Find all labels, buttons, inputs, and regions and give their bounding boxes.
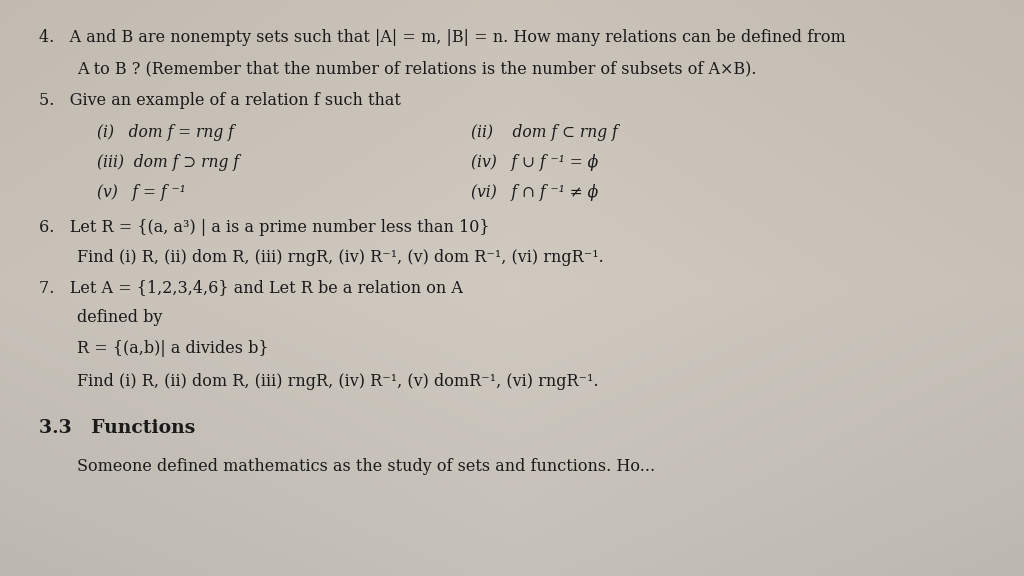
Text: (iv)   f ∪ f ⁻¹ = ϕ: (iv) f ∪ f ⁻¹ = ϕ [471, 154, 598, 171]
Text: 6.   Let R = {(a, a³) | a is a prime number less than 10}: 6. Let R = {(a, a³) | a is a prime numbe… [39, 219, 489, 236]
Text: defined by: defined by [77, 309, 162, 326]
Text: Find (i) R, (ii) dom R, (iii) rngR, (iv) R⁻¹, (v) dom R⁻¹, (vi) rngR⁻¹.: Find (i) R, (ii) dom R, (iii) rngR, (iv)… [77, 249, 603, 266]
Text: (ii)    dom f ⊂ rng f: (ii) dom f ⊂ rng f [471, 124, 617, 141]
Text: 5.   Give an example of a relation f such that: 5. Give an example of a relation f such … [39, 92, 400, 109]
Text: Find (i) R, (ii) dom R, (iii) rngR, (iv) R⁻¹, (v) domR⁻¹, (vi) rngR⁻¹.: Find (i) R, (ii) dom R, (iii) rngR, (iv)… [77, 373, 598, 390]
Text: R = {(a,b)| a divides b}: R = {(a,b)| a divides b} [77, 340, 268, 358]
Text: (vi)   f ∩ f ⁻¹ ≠ ϕ: (vi) f ∩ f ⁻¹ ≠ ϕ [471, 184, 598, 201]
Text: 7.   Let A = {1,2,3,4,6} and Let R be a relation on A: 7. Let A = {1,2,3,4,6} and Let R be a re… [39, 279, 463, 296]
Text: A to B ? (Remember that the number of relations is the number of subsets of A×B): A to B ? (Remember that the number of re… [77, 60, 757, 78]
Text: 3.3   Functions: 3.3 Functions [39, 419, 196, 437]
Text: 4.   A and B are nonempty sets such that |A| = m, |B| = n. How many relations ca: 4. A and B are nonempty sets such that |… [39, 29, 846, 46]
Text: (i)   dom f = rng f: (i) dom f = rng f [97, 124, 234, 141]
Text: (v)   f = f ⁻¹: (v) f = f ⁻¹ [97, 184, 186, 201]
Text: Someone defined mathematics as the study of sets and functions. Ho...: Someone defined mathematics as the study… [77, 458, 655, 475]
Text: (iii)  dom f ⊃ rng f: (iii) dom f ⊃ rng f [97, 154, 240, 171]
